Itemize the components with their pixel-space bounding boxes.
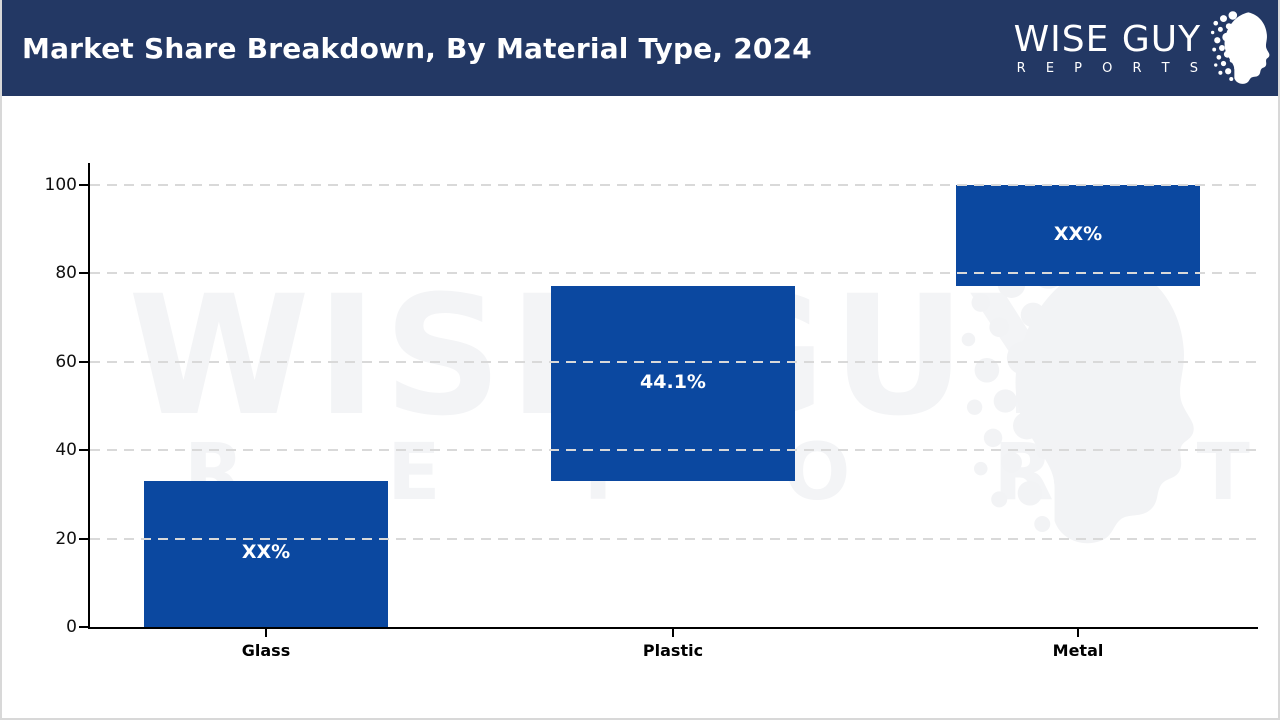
bar-plastic <box>551 286 795 482</box>
wiseguy-logo: WISE GUY R E P O R T S <box>1013 8 1270 88</box>
logo-face-icon <box>1208 8 1270 88</box>
bar-glass <box>144 481 388 627</box>
y-tick-mark <box>79 360 88 363</box>
y-axis-line <box>88 163 90 629</box>
y-tick-label: 20 <box>55 528 77 549</box>
bar-value-label: 44.1% <box>640 370 706 393</box>
y-gridline <box>90 537 1258 540</box>
bar-value-label: XX% <box>1053 222 1103 245</box>
y-gridline <box>90 449 1258 452</box>
x-category-label: Glass <box>241 641 291 660</box>
logo-text: WISE GUY R E P O R T S <box>1013 18 1202 75</box>
y-tick-label: 0 <box>66 617 77 637</box>
chart-area: WISE GUY R E P O R T S 020406080100XX%Gl… <box>2 96 1278 718</box>
y-gridline <box>90 360 1258 363</box>
x-category-label: Plastic <box>642 641 704 660</box>
bar-metal <box>956 185 1200 287</box>
x-tick-mark <box>1077 629 1079 637</box>
x-axis-line <box>88 627 1258 629</box>
x-tick-mark <box>672 629 674 637</box>
y-gridline <box>90 184 1258 186</box>
header-banner: Market Share Breakdown, By Material Type… <box>2 0 1278 96</box>
logo-subtext: R E P O R T S <box>1016 60 1206 76</box>
plot: 0 20 40 60 80 100 XX% Glass 44.1% Plastic XX% Metal <box>2 96 1278 718</box>
y-tick-label: 100 <box>44 175 77 195</box>
y-tick-label: 40 <box>55 440 77 461</box>
y-tick-mark <box>79 626 88 628</box>
bar-value-label: XX% <box>241 541 291 564</box>
chart-title: Market Share Breakdown, By Material Type… <box>22 31 812 65</box>
y-tick-mark <box>79 449 88 452</box>
logo-wordmark: WISE GUY <box>1013 18 1202 60</box>
y-gridline <box>90 272 1258 275</box>
y-tick-label: 80 <box>55 263 77 284</box>
y-tick-mark <box>79 272 88 275</box>
y-tick-mark <box>79 184 88 186</box>
x-tick-mark <box>265 629 267 637</box>
y-tick-mark <box>79 537 88 540</box>
y-tick-label: 60 <box>55 351 77 372</box>
x-category-label: Metal <box>1052 641 1104 660</box>
